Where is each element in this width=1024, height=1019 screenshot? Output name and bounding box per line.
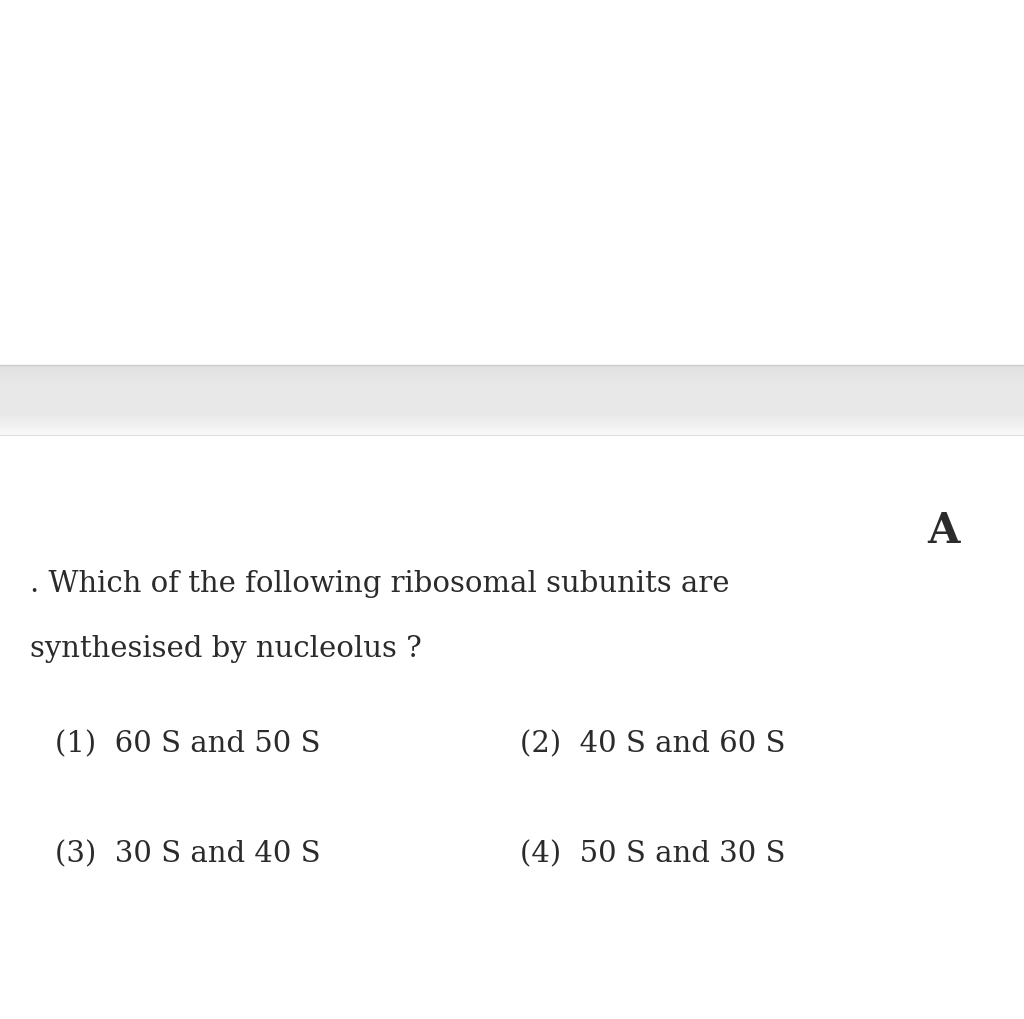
Bar (0, 394, 1024, 396)
Text: (1)  60 S and 50 S: (1) 60 S and 50 S (55, 730, 321, 758)
Bar (0, 388, 1024, 389)
Bar (0, 379, 1024, 381)
Bar (0, 423, 1024, 425)
Text: (3)  30 S and 40 S: (3) 30 S and 40 S (55, 840, 321, 868)
Bar (0, 416, 1024, 418)
Bar (0, 428, 1024, 430)
Bar (0, 377, 1024, 379)
Bar (0, 370, 1024, 372)
Bar (0, 393, 1024, 394)
Bar (0, 374, 1024, 375)
Bar (0, 384, 1024, 386)
Bar (0, 389, 1024, 391)
Bar (0, 372, 1024, 374)
Text: (4)  50 S and 30 S: (4) 50 S and 30 S (520, 840, 785, 868)
Text: synthesised by nucleolus ?: synthesised by nucleolus ? (30, 635, 422, 663)
Bar (0, 409, 1024, 411)
Bar (0, 430, 1024, 431)
Bar (0, 431, 1024, 433)
Bar (0, 418, 1024, 419)
Text: A: A (928, 510, 961, 552)
Bar (0, 396, 1024, 398)
Bar (0, 426, 1024, 428)
Bar (0, 411, 1024, 413)
Bar (0, 413, 1024, 414)
Bar (0, 398, 1024, 400)
Bar (0, 382, 1024, 384)
Bar (0, 367, 1024, 369)
Bar (0, 381, 1024, 382)
Bar (0, 386, 1024, 388)
Bar (0, 400, 1024, 401)
Bar (0, 391, 1024, 393)
Bar (0, 433, 1024, 435)
Bar (0, 369, 1024, 370)
Bar (0, 406, 1024, 407)
Bar (0, 425, 1024, 426)
Text: . Which of the following ribosomal subunits are: . Which of the following ribosomal subun… (30, 570, 729, 598)
Bar (0, 375, 1024, 377)
Bar (0, 421, 1024, 423)
Bar (0, 407, 1024, 409)
Bar (0, 401, 1024, 404)
Bar (0, 414, 1024, 416)
Bar (0, 404, 1024, 406)
Bar (0, 419, 1024, 421)
Text: (2)  40 S and 60 S: (2) 40 S and 60 S (520, 730, 785, 758)
Bar (0, 365, 1024, 367)
